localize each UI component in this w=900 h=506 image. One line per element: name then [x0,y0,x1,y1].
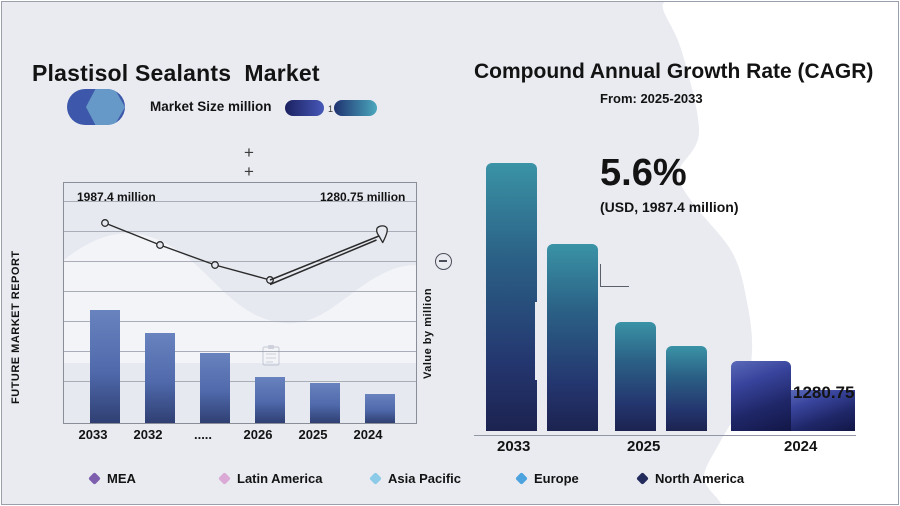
svg-text:1: 1 [328,104,333,114]
